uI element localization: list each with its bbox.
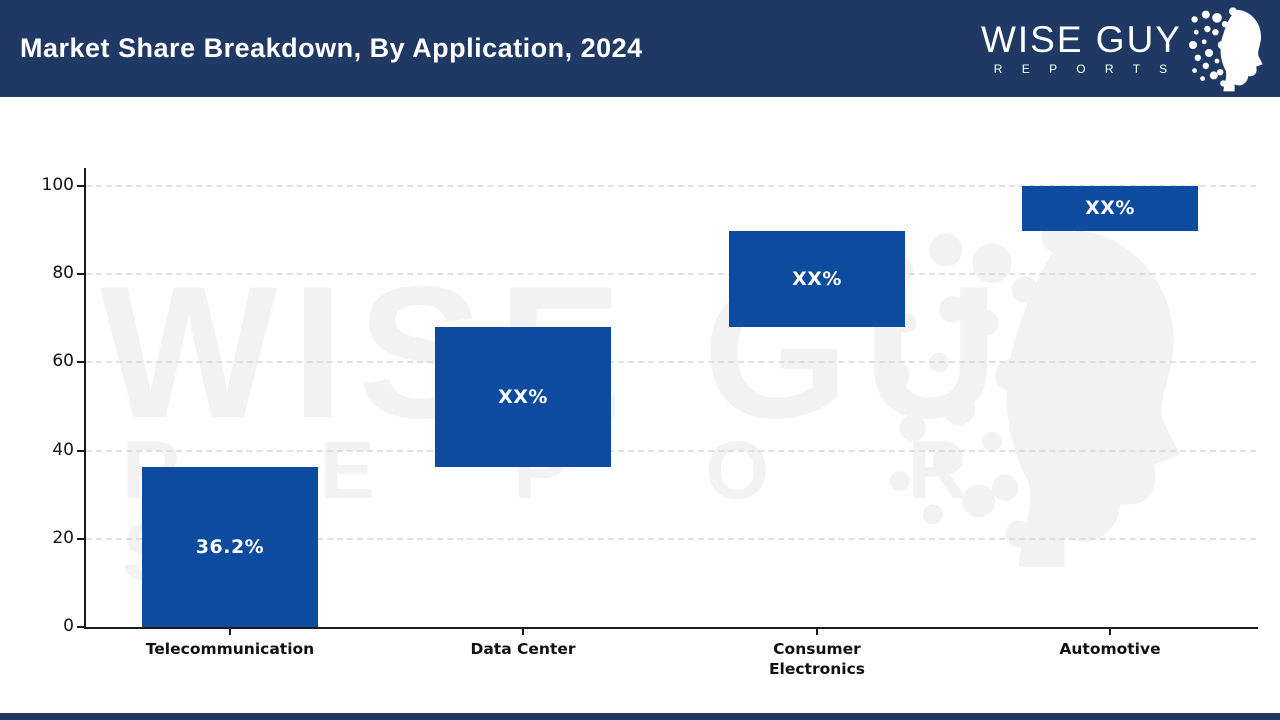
gridline — [86, 185, 1256, 187]
y-axis-line — [84, 168, 86, 628]
bar-data-center: XX% — [435, 327, 611, 468]
footer-bar — [0, 713, 1280, 720]
y-tick-label: 80 — [52, 263, 74, 284]
bar-automotive: XX% — [1022, 186, 1198, 231]
bar-value-label: 36.2% — [195, 536, 265, 559]
y-tick-label: 40 — [52, 439, 74, 460]
category-label-consumer-electronics: Consumer Electronics — [768, 640, 866, 679]
bar-value-label: XX% — [498, 386, 548, 409]
x-tick-mark — [229, 629, 231, 635]
brand-name: WISE GUY — [980, 19, 1182, 60]
gridline — [86, 449, 1256, 452]
y-tick-label: 20 — [52, 527, 74, 548]
bar-value-label: XX% — [1085, 197, 1135, 220]
brand-logo-text: WISE GUY R E P O R T S — [981, 21, 1182, 76]
bar-telecommunication: 36.2% — [142, 467, 318, 627]
bar-consumer-electronics: XX% — [729, 230, 905, 328]
header-bar: Market Share Breakdown, By Application, … — [0, 0, 1280, 97]
x-tick-mark — [1109, 629, 1111, 635]
y-tick-mark — [77, 537, 85, 540]
bar-value-label: XX% — [792, 268, 842, 291]
y-tick-label: 0 — [63, 616, 74, 636]
page-title: Market Share Breakdown, By Application, … — [20, 33, 643, 63]
brand-logo: WISE GUY R E P O R T S — [981, 5, 1266, 93]
x-tick-mark — [816, 629, 818, 635]
y-tick-mark — [77, 273, 85, 276]
y-tick-label: 60 — [52, 351, 74, 372]
y-tick-mark — [77, 449, 85, 452]
y-tick-mark — [77, 626, 85, 628]
y-tick-mark — [77, 361, 85, 364]
gridline — [86, 537, 1256, 540]
y-tick-label: 100 — [41, 175, 74, 195]
x-tick-mark — [522, 629, 524, 635]
brand-subtitle: R E P O R T S — [993, 62, 1176, 76]
x-axis-line — [84, 627, 1258, 629]
category-label-telecommunication: Telecommunication — [145, 640, 315, 658]
category-label-automotive: Automotive — [1059, 640, 1161, 658]
brand-face-icon — [1189, 6, 1263, 91]
gridline — [86, 361, 1256, 364]
category-label-data-center: Data Center — [470, 640, 576, 658]
y-tick-mark — [77, 185, 85, 187]
gridline — [86, 273, 1256, 276]
